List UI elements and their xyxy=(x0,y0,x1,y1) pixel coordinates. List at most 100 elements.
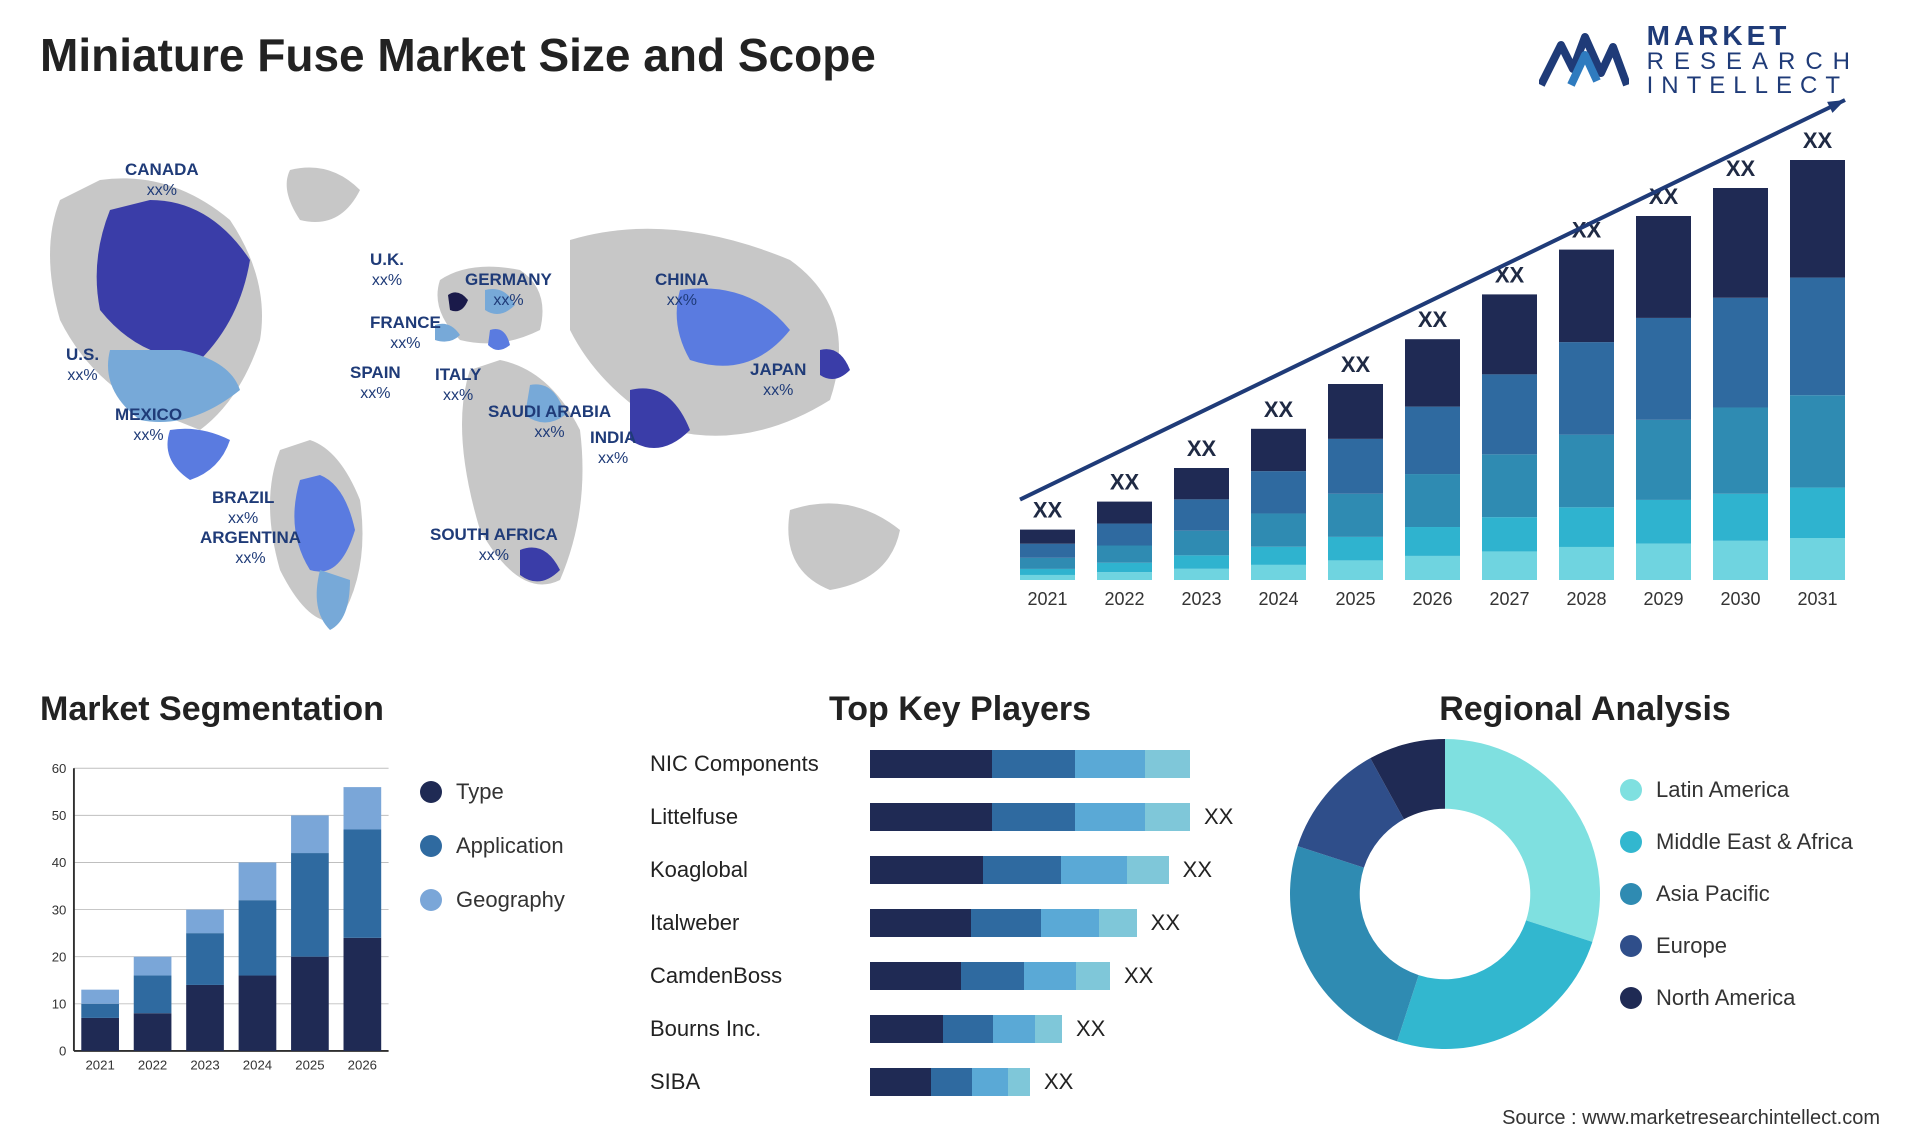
legend-item: Application xyxy=(420,833,600,859)
svg-text:2030: 2030 xyxy=(1720,589,1760,609)
bar-segment xyxy=(931,1068,973,1096)
map-label: INDIAxx% xyxy=(590,428,636,468)
svg-text:2025: 2025 xyxy=(1335,589,1375,609)
bar-segment xyxy=(1035,1015,1062,1043)
map-label: JAPANxx% xyxy=(750,360,806,400)
legend-swatch xyxy=(1620,779,1642,801)
bar-segment xyxy=(1075,750,1145,778)
svg-text:2028: 2028 xyxy=(1566,589,1606,609)
svg-text:2026: 2026 xyxy=(1412,589,1452,609)
player-bar xyxy=(870,962,1110,990)
player-name: Koaglobal xyxy=(650,843,870,896)
bar-segment xyxy=(1041,909,1100,937)
logo-text: MARKET RESEARCH INTELLECT xyxy=(1647,22,1860,98)
logo-mark-icon xyxy=(1539,25,1629,95)
bar-segment xyxy=(972,1068,1007,1096)
player-bar-row: XX xyxy=(870,949,1270,1002)
legend-item: Latin America xyxy=(1620,777,1880,803)
bar-segment xyxy=(870,856,983,884)
bar-segment xyxy=(1024,962,1077,990)
player-value: XX xyxy=(1044,1069,1073,1095)
logo-line1: MARKET xyxy=(1647,22,1860,50)
player-bar xyxy=(870,750,1190,778)
svg-text:XX: XX xyxy=(1187,436,1217,461)
map-label: U.K.xx% xyxy=(370,250,404,290)
brand-logo: MARKET RESEARCH INTELLECT xyxy=(1539,22,1860,98)
legend-swatch xyxy=(1620,831,1642,853)
player-bar xyxy=(870,1068,1030,1096)
legend-label: Geography xyxy=(456,887,565,913)
world-map-svg xyxy=(30,130,960,650)
player-bar-row: XX xyxy=(870,843,1270,896)
bar-segment xyxy=(1127,856,1169,884)
player-bar xyxy=(870,856,1169,884)
legend-item: Europe xyxy=(1620,933,1880,959)
players-section: Top Key Players NIC ComponentsLittelfuse… xyxy=(650,690,1270,1120)
bar-segment xyxy=(971,909,1040,937)
svg-text:0: 0 xyxy=(59,1044,66,1059)
svg-text:2021: 2021 xyxy=(1027,589,1067,609)
player-value: XX xyxy=(1151,910,1180,936)
legend-item: North America xyxy=(1620,985,1880,1011)
legend-swatch xyxy=(420,835,442,857)
players-title: Top Key Players xyxy=(650,690,1270,729)
regional-legend: Latin America Middle East & Africa Asia Pa… xyxy=(1620,777,1880,1011)
player-bar-row: XX xyxy=(870,896,1270,949)
player-bar-row: XX xyxy=(870,1055,1270,1108)
legend-swatch xyxy=(1620,883,1642,905)
legend-label: Type xyxy=(456,779,504,805)
svg-text:XX: XX xyxy=(1341,352,1371,377)
svg-text:20: 20 xyxy=(52,949,67,964)
player-bar xyxy=(870,1015,1062,1043)
map-label: SPAINxx% xyxy=(350,363,401,403)
player-value: XX xyxy=(1124,963,1153,989)
map-label: FRANCExx% xyxy=(370,313,441,353)
bar-segment xyxy=(992,750,1075,778)
svg-text:2021: 2021 xyxy=(85,1058,114,1073)
player-name: NIC Components xyxy=(650,737,870,790)
bar-segment xyxy=(870,1068,931,1096)
svg-text:XX: XX xyxy=(1110,470,1140,495)
svg-text:30: 30 xyxy=(52,902,67,917)
segmentation-section: Market Segmentation 01020304050602021202… xyxy=(40,690,600,1110)
segmentation-legend: Type Application Geography xyxy=(420,739,600,913)
source-text: Source : www.marketresearchintellect.com xyxy=(1502,1107,1880,1130)
players-labels: NIC ComponentsLittelfuseKoaglobalItalweb… xyxy=(650,737,870,1108)
bar-segment xyxy=(870,962,961,990)
world-map: CANADAxx%U.S.xx%MEXICOxx%BRAZILxx%ARGENT… xyxy=(30,130,960,650)
legend-swatch xyxy=(1620,987,1642,1009)
logo-line2: RESEARCH xyxy=(1647,50,1860,74)
svg-text:2024: 2024 xyxy=(243,1058,272,1073)
player-bar-row: XX xyxy=(870,1002,1270,1055)
map-label: CANADAxx% xyxy=(125,160,199,200)
svg-text:2027: 2027 xyxy=(1489,589,1529,609)
svg-text:2023: 2023 xyxy=(1181,589,1221,609)
svg-text:40: 40 xyxy=(52,855,67,870)
svg-text:2022: 2022 xyxy=(1104,589,1144,609)
svg-text:2022: 2022 xyxy=(138,1058,167,1073)
player-value: XX xyxy=(1183,857,1212,883)
legend-swatch xyxy=(420,781,442,803)
legend-label: Asia Pacific xyxy=(1656,881,1770,907)
bar-segment xyxy=(1099,909,1136,937)
player-name: SIBA xyxy=(650,1055,870,1108)
bar-segment xyxy=(1145,750,1190,778)
player-name: Littelfuse xyxy=(650,790,870,843)
svg-text:2029: 2029 xyxy=(1643,589,1683,609)
market-size-chart: 2021XX2022XX2023XX2024XX2025XX2026XX2027… xyxy=(1010,140,1860,640)
legend-item: Geography xyxy=(420,887,600,913)
regional-section: Regional Analysis Latin AmericaMiddle Ea… xyxy=(1290,690,1880,1120)
logo-line3: INTELLECT xyxy=(1647,74,1860,98)
bar-segment xyxy=(961,962,1023,990)
map-label: GERMANYxx% xyxy=(465,270,552,310)
bar-segment xyxy=(1061,856,1127,884)
svg-text:2025: 2025 xyxy=(295,1058,324,1073)
legend-item: Middle East & Africa xyxy=(1620,829,1880,855)
segmentation-chart: 0102030405060202120222023202420252026 xyxy=(40,739,398,1099)
svg-text:2024: 2024 xyxy=(1258,589,1298,609)
legend-label: Europe xyxy=(1656,933,1727,959)
segmentation-title: Market Segmentation xyxy=(40,690,600,729)
svg-text:50: 50 xyxy=(52,808,67,823)
svg-text:XX: XX xyxy=(1803,128,1833,153)
bar-segment xyxy=(1075,803,1145,831)
